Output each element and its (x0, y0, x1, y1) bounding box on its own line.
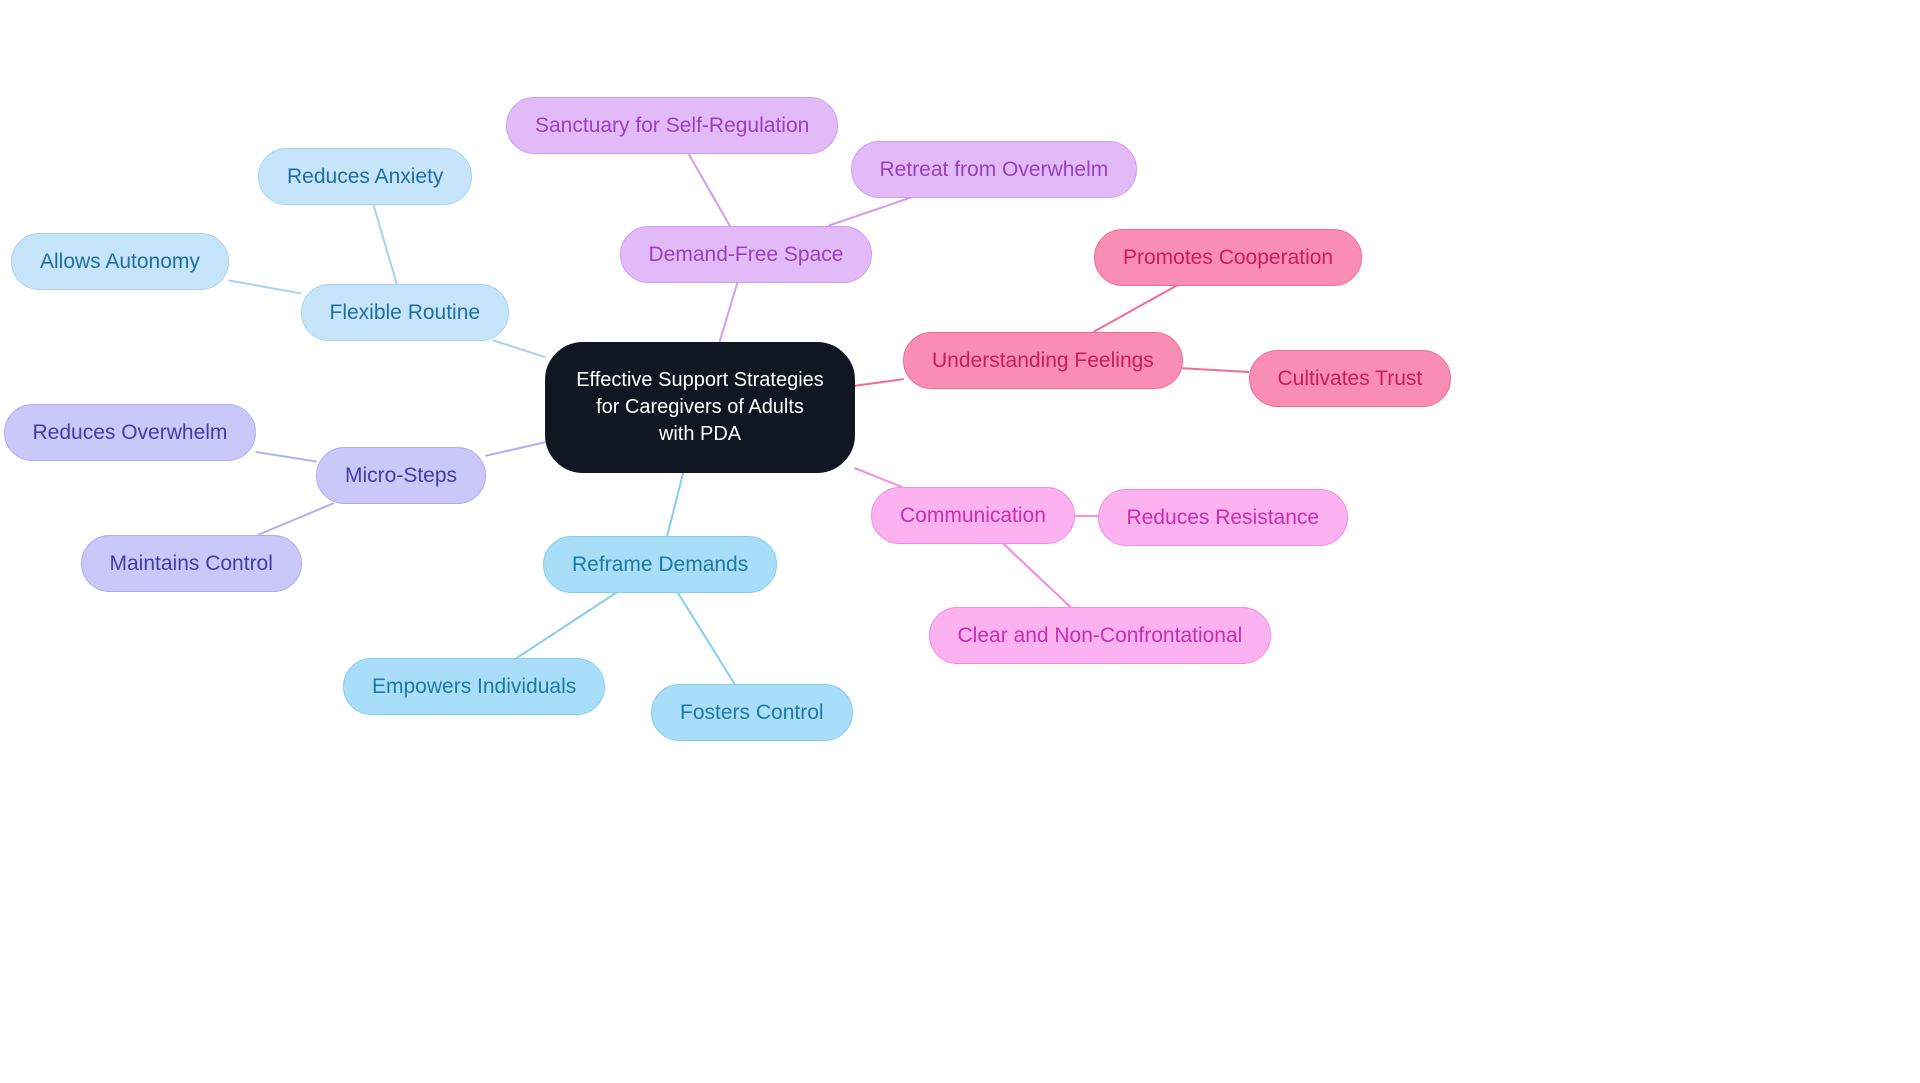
node-maintains-control: Maintains Control (81, 535, 302, 592)
node-communication: Communication (871, 487, 1075, 544)
node-promotes-coop: Promotes Cooperation (1094, 229, 1362, 286)
node-reduces-resistance: Reduces Resistance (1098, 489, 1349, 546)
node-allows-autonomy: Allows Autonomy (11, 233, 229, 290)
node-center: Effective Support Strategies for Caregiv… (545, 342, 855, 473)
node-sanctuary: Sanctuary for Self-Regulation (506, 97, 838, 154)
node-reduces-anxiety: Reduces Anxiety (258, 148, 472, 205)
node-understanding: Understanding Feelings (903, 332, 1183, 389)
node-retreat: Retreat from Overwhelm (851, 141, 1138, 198)
node-clear-nonconf: Clear and Non-Confrontational (929, 607, 1272, 664)
node-flexible: Flexible Routine (301, 284, 510, 341)
node-empowers: Empowers Individuals (343, 658, 605, 715)
node-reframe: Reframe Demands (543, 536, 777, 593)
node-micro: Micro-Steps (316, 447, 486, 504)
node-demand-free: Demand-Free Space (620, 226, 873, 283)
node-reduces-overwhelm: Reduces Overwhelm (4, 404, 257, 461)
node-fosters-control: Fosters Control (651, 684, 853, 741)
mindmap-canvas: Effective Support Strategies for Caregiv… (0, 0, 1920, 1083)
node-cultivates-trust: Cultivates Trust (1249, 350, 1452, 407)
